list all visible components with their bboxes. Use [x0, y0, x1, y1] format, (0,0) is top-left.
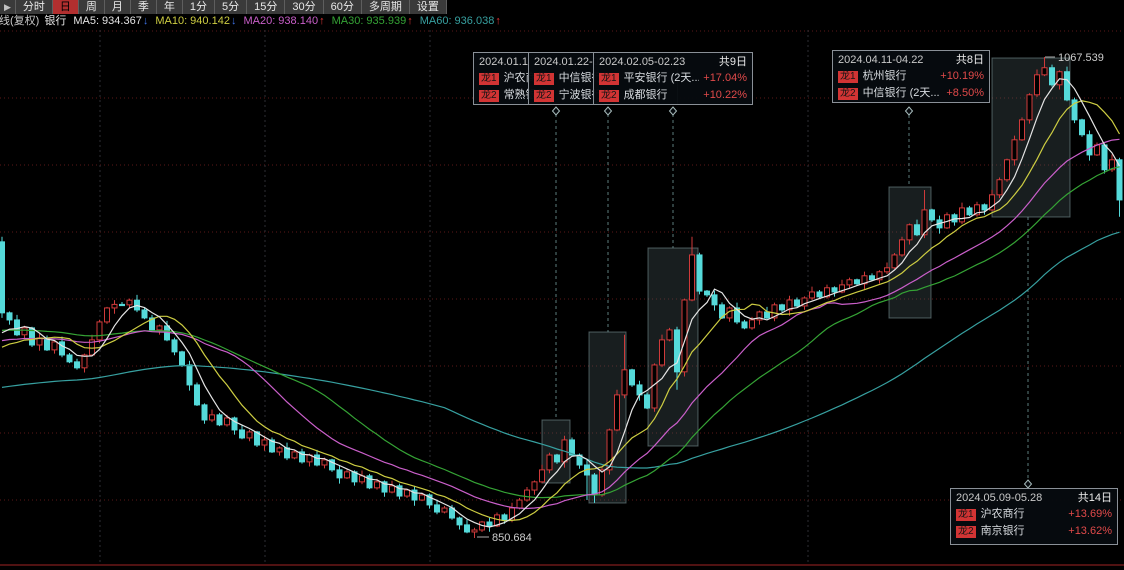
leader-stock-gain: +13.62%	[1068, 525, 1112, 537]
ma-readout: MA5: 934.367↓	[73, 15, 149, 27]
period-toolbar: ▶ 分时日周月季年 1分 5分 15分 30分 60分 多周期 设置	[0, 0, 447, 14]
leader-rank-badge: 龙2	[479, 89, 499, 102]
leader-stock-row: 龙2 成都银行 +10.22%	[599, 87, 747, 104]
leader-rank-badge: 龙1	[599, 72, 619, 85]
leader-stock-gain: +13.69%	[1068, 508, 1112, 520]
tab-15分[interactable]: 15分	[247, 0, 286, 14]
kline-type-label: 线(复权)	[0, 15, 40, 27]
indicator-readout: 线(复权) 银行 MA5: 934.367↓ MA10: 940.142↓ MA20: …	[0, 15, 508, 28]
ma-values: MA5: 934.367↓ MA10: 940.142↓ MA20: 938.140…	[73, 15, 508, 27]
tab-分时[interactable]: 分时	[16, 0, 53, 14]
leader-stock-row: 龙1 杭州银行 +10.19%	[838, 68, 984, 85]
leader-stock-name: 平安银行 (2天...	[623, 72, 700, 84]
tab-日[interactable]: 日	[52, 0, 79, 14]
annotation-date-range: 2024.01.22-0	[534, 56, 599, 68]
leader-stock-gain: +8.50%	[946, 87, 984, 99]
annotation-date-range: 2024.02.05-02.23	[599, 56, 686, 68]
leader-stock-name: 成都银行	[623, 89, 668, 101]
leader-stock-row: 龙1 中信银行	[534, 70, 672, 87]
leader-stock-row: 龙2 南京银行 +13.62%	[956, 523, 1112, 540]
tab-1分[interactable]: 1分	[183, 0, 216, 14]
tab-季[interactable]: 季	[131, 0, 157, 14]
leader-annotation-box: 2024.05.09-05.28 共14日龙1 沪农商行 +13.69% 龙2 南京银行 +…	[950, 488, 1118, 545]
leader-annotation-box: 2024.02.05-02.23 共9日 龙1 平安银行 (2天... +17.04% 龙…	[593, 52, 753, 105]
tab-年[interactable]: 年	[157, 0, 183, 14]
leader-stock-row: 龙2 宁波银行	[534, 87, 672, 104]
tab-60分[interactable]: 60分	[324, 0, 362, 14]
leader-stock-name: 沪农商行	[980, 508, 1025, 520]
tab-设置[interactable]: 设置	[410, 0, 447, 14]
leader-stock-name: 宁波银行	[558, 89, 603, 101]
ma-readout: MA60: 936.038↑	[419, 15, 501, 27]
leader-stock-row: 龙1 沪农商行 +13.69%	[956, 506, 1112, 523]
ma-readout: MA10: 940.142↓	[155, 15, 237, 27]
annotation-date-range: 2024.01.1	[479, 56, 528, 68]
leader-stock-gain: +10.22%	[703, 89, 747, 101]
leader-rank-badge: 龙2	[599, 89, 619, 102]
leader-rank-badge: 龙2	[534, 89, 554, 102]
annotation-date-range: 2024.05.09-05.28	[956, 492, 1043, 504]
trend-arrow-icon: ↓	[142, 15, 149, 27]
sector-symbol-label: 银行	[44, 15, 67, 27]
leader-stock-row: 龙1 平安银行 (2天... +17.04%	[599, 70, 747, 87]
leader-stock-name: 南京银行	[980, 525, 1025, 537]
leader-rank-badge: 龙1	[534, 72, 554, 85]
low-price-label: 850.684	[492, 532, 532, 544]
tab-月[interactable]: 月	[105, 0, 131, 14]
leader-rank-badge: 龙1	[956, 508, 976, 521]
annotation-date-range: 2024.04.11-04.22	[838, 54, 924, 66]
leader-stock-name: 中信银行 (2天...	[862, 87, 940, 99]
trend-arrow-icon: ↑	[319, 15, 325, 27]
trend-arrow-icon: ↓	[230, 15, 237, 27]
ma-readout: MA20: 938.140↑	[243, 15, 325, 27]
ma-readout: MA30: 935.939↑	[331, 15, 413, 27]
leader-rank-badge: 龙1	[838, 70, 858, 83]
trend-arrow-icon: ↑	[407, 15, 413, 27]
leader-stock-name: 杭州银行	[862, 70, 907, 82]
annotation-duration: 共14日	[1077, 492, 1112, 504]
leader-stock-gain: +10.19%	[940, 70, 984, 82]
annotation-duration: 共8日	[955, 54, 984, 66]
leader-rank-badge: 龙2	[838, 87, 858, 100]
tab-多周期[interactable]: 多周期	[362, 0, 410, 14]
leader-stock-gain: +17.04%	[703, 72, 747, 84]
tab-周[interactable]: 周	[79, 0, 105, 14]
tab-5分[interactable]: 5分	[215, 0, 248, 14]
leader-stock-name: 中信银行	[558, 72, 603, 84]
leader-rank-badge: 龙1	[479, 72, 499, 85]
high-price-label: 1067.539	[1058, 52, 1104, 64]
trend-arrow-icon: ↑	[495, 15, 501, 27]
leader-annotation-box: 2024.04.11-04.22 共8日龙1 杭州银行 +10.19% 龙2 中信银行 (…	[832, 50, 990, 103]
leader-stock-row: 龙2 中信银行 (2天... +8.50%	[838, 85, 984, 102]
tab-30分[interactable]: 30分	[285, 0, 324, 14]
annotation-duration: 共9日	[718, 56, 747, 68]
toolbar-arrow-icon[interactable]: ▶	[0, 0, 16, 14]
leader-rank-badge: 龙2	[956, 525, 976, 538]
